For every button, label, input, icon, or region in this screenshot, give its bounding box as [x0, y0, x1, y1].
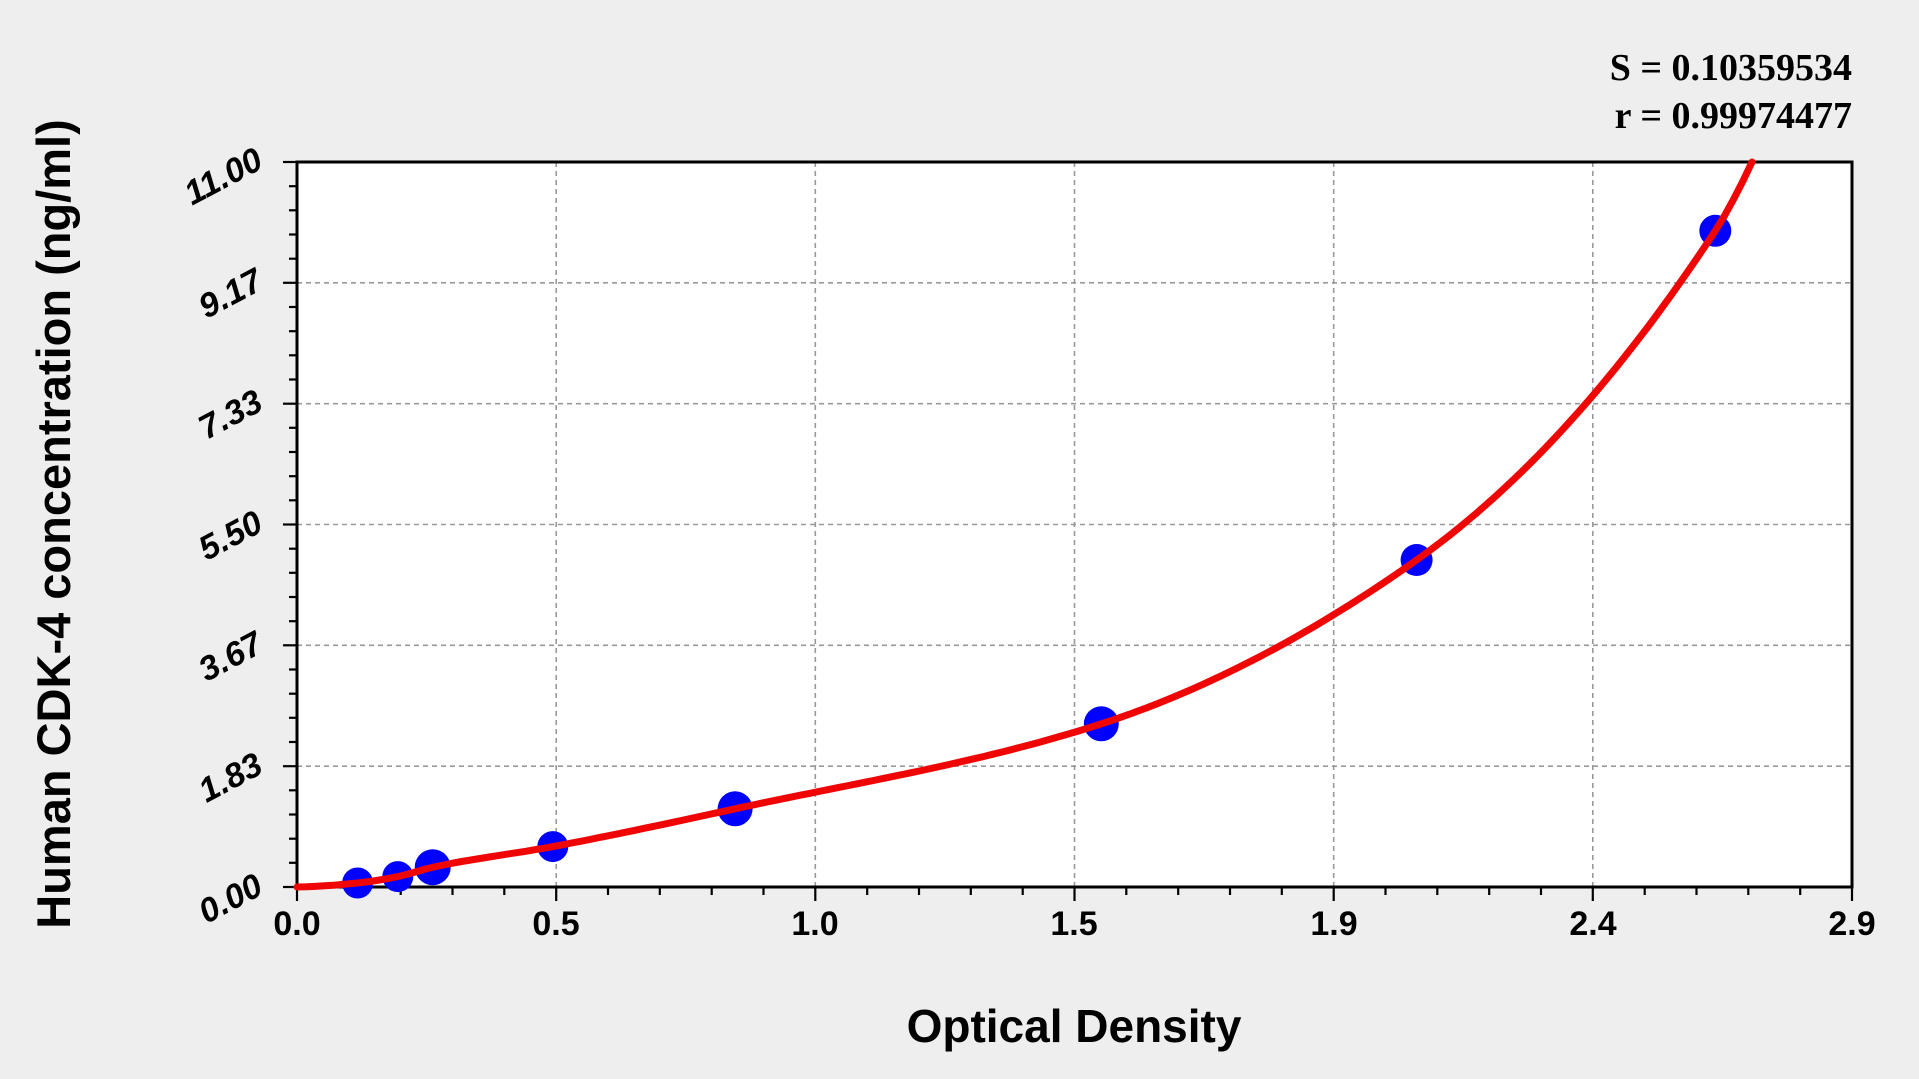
- svg-text:r = 0.99974477: r = 0.99974477: [1615, 95, 1852, 137]
- svg-text:0.0: 0.0: [273, 905, 320, 943]
- svg-text:0.5: 0.5: [532, 905, 579, 943]
- svg-text:Human CDK-4 concentration (ng/: Human CDK-4 concentration (ng/ml): [27, 119, 80, 928]
- svg-text:Optical Density: Optical Density: [907, 1000, 1242, 1052]
- svg-text:2.9: 2.9: [1828, 905, 1875, 943]
- svg-text:1.9: 1.9: [1310, 905, 1357, 943]
- svg-text:1.5: 1.5: [1050, 905, 1097, 943]
- svg-text:2.4: 2.4: [1569, 905, 1616, 943]
- svg-text:S = 0.10359534: S = 0.10359534: [1610, 47, 1852, 89]
- svg-text:1.0: 1.0: [791, 905, 838, 943]
